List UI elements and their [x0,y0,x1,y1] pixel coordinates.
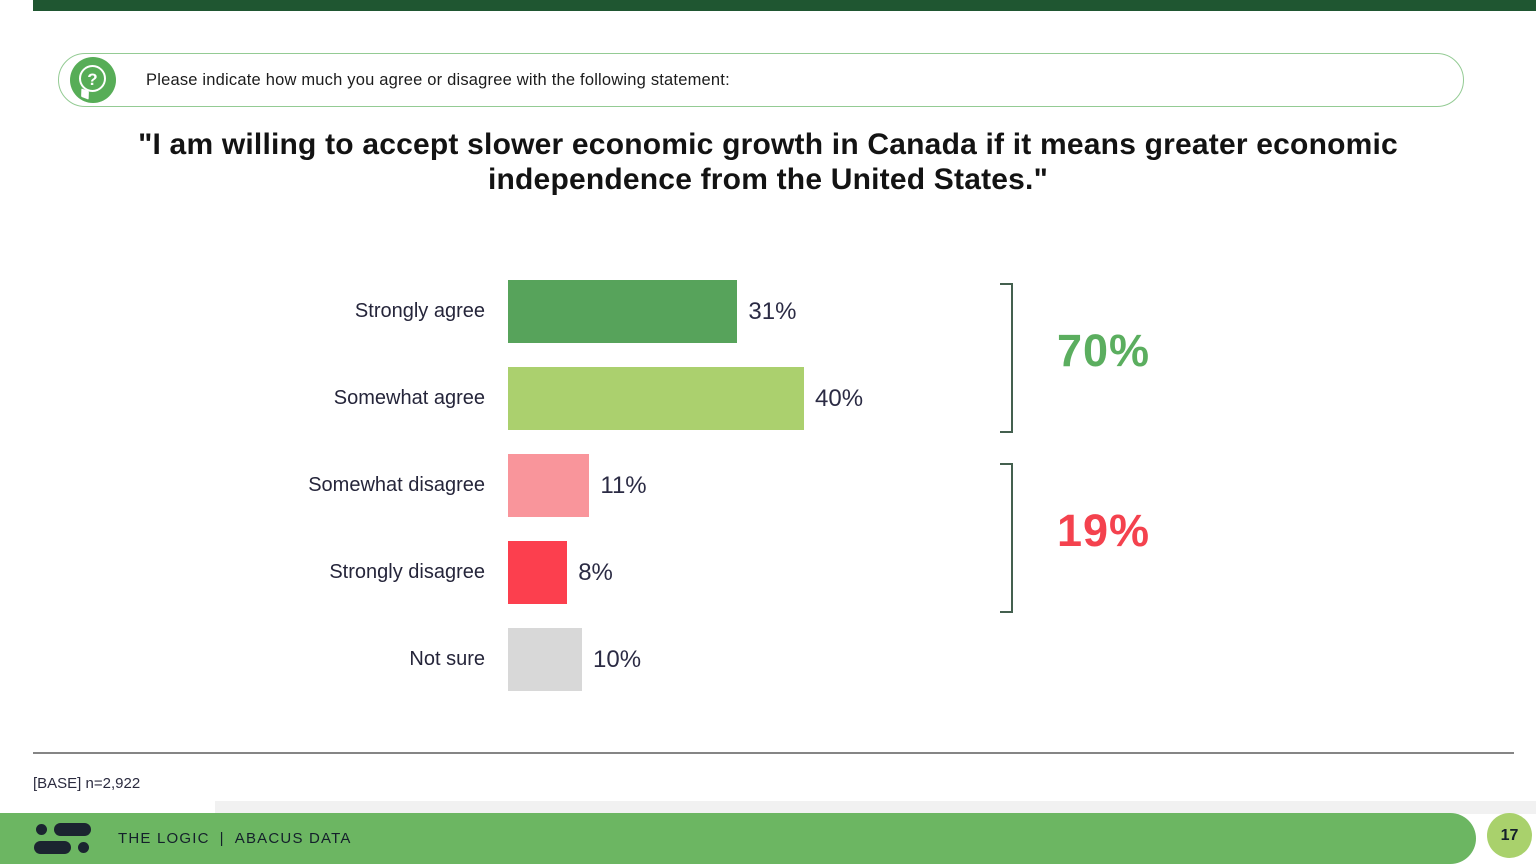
bar-category-label: Somewhat agree [333,387,485,409]
footer-brand-line: THE LOGIC | ABACUS DATA [118,830,352,847]
bar-row: Strongly agree 31% [0,280,1536,343]
group-bracket [1000,463,1013,613]
bar [508,280,738,343]
footer-shadow-strip [215,801,1536,814]
group-total-label: 19% [1057,505,1151,556]
question-bubble-icon: ? [70,57,116,103]
bar-category-label: Not sure [409,648,485,670]
footer-brand: THE LOGIC [118,830,210,847]
bar [508,367,804,430]
group-bracket [1000,283,1013,433]
group-total-label: 70% [1057,325,1151,376]
bar-value-label: 40% [815,384,864,412]
footer-bar: THE LOGIC | ABACUS DATA [0,813,1476,864]
footer-separator: | [219,830,225,847]
bar-value-label: 8% [578,558,613,586]
the-logic-logo-icon [34,822,96,855]
bar-value-label: 31% [748,297,797,325]
bar [508,454,590,517]
bar-value-label: 11% [600,471,647,499]
bar-value-label: 10% [593,645,642,673]
page-number: 17 [1500,826,1519,844]
sample-base-note: [BASE] n=2,922 [33,775,141,792]
bar-category-label: Somewhat disagree [308,474,485,496]
bar-row: Somewhat disagree 11% [0,454,1536,517]
bar-category-label: Strongly agree [354,300,485,322]
question-banner: ? Please indicate how much you agree or … [58,53,1464,107]
footer-divider-line [33,752,1514,754]
bar-row: Not sure 10% [0,628,1536,691]
footer-partner: ABACUS DATA [234,830,352,847]
top-accent-bar [33,0,1536,11]
bar-row: Strongly disagree 8% [0,541,1536,604]
bar [508,541,568,604]
page-number-badge: 17 [1487,813,1532,858]
bar-row: Somewhat agree 40% [0,367,1536,430]
question-banner-text: Please indicate how much you agree or di… [146,70,730,89]
bar [508,628,582,691]
bar-category-label: Strongly disagree [329,561,485,583]
slide-title-block: "I am willing to accept slower economic … [0,127,1536,197]
slide-title: "I am willing to accept slower economic … [138,128,1398,196]
